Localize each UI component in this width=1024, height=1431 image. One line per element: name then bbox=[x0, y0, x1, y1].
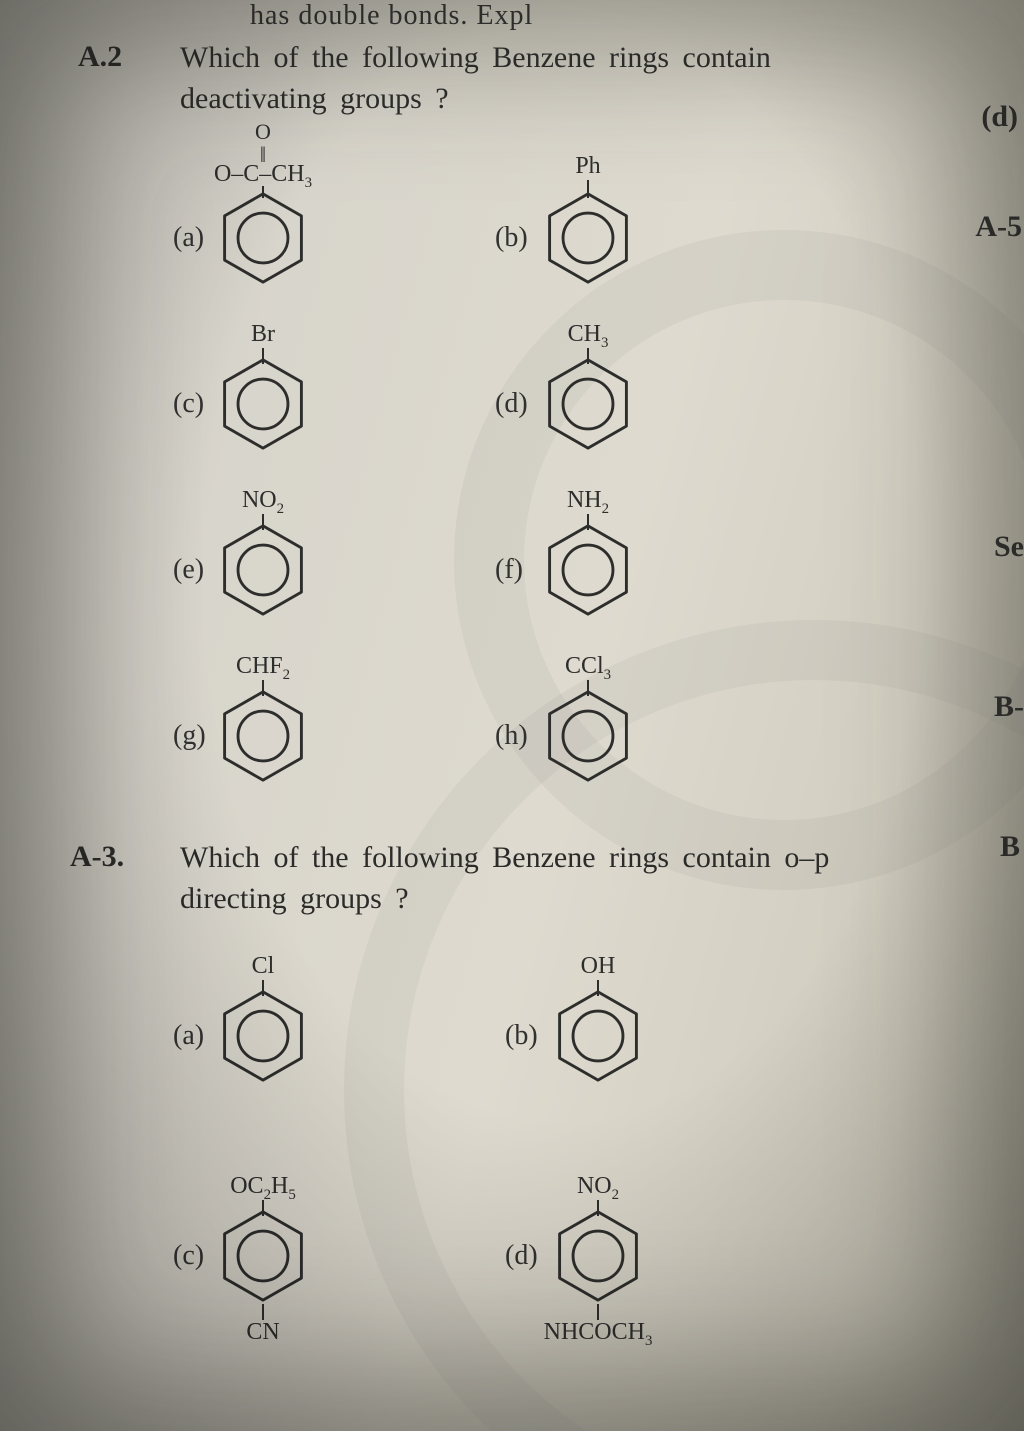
a3-opt-b: OH bbox=[550, 988, 646, 1084]
a3-opt-a: Cl bbox=[215, 988, 311, 1084]
a2-opt-h: CCl3 bbox=[540, 688, 636, 784]
margin-a5: A-5 bbox=[975, 210, 1022, 244]
a3-d-sub-bot: NHCOCH3 bbox=[544, 1320, 653, 1349]
a3-opt-d: NO2 NHCOCH3 bbox=[550, 1208, 646, 1304]
a3-d-bond-bot bbox=[597, 1304, 599, 1320]
a3-a-ring bbox=[215, 988, 311, 1084]
a2-f-sub: NH2 bbox=[567, 488, 609, 517]
a2-f-ring bbox=[540, 522, 636, 618]
a2-opt-d-label: (d) bbox=[495, 388, 528, 420]
a3-opt-d-label: (d) bbox=[505, 1240, 538, 1272]
a2-h-sub: CCl3 bbox=[565, 654, 611, 683]
margin-bdash: B- bbox=[994, 690, 1024, 724]
a2-h-ring bbox=[540, 688, 636, 784]
a2-b-ring bbox=[540, 190, 636, 286]
a2-c-sub: Br bbox=[251, 322, 275, 347]
a3-opt-b-label: (b) bbox=[505, 1020, 538, 1052]
q-a2-text: Which of the following Benzene rings con… bbox=[180, 38, 880, 119]
page-surface: has double bonds. Expl A.2 Which of the … bbox=[0, 0, 1024, 1431]
a2-g-sub: CHF2 bbox=[236, 654, 290, 683]
a2-a-ring bbox=[215, 190, 311, 286]
margin-se: Se bbox=[994, 530, 1024, 564]
a2-opt-c: Br bbox=[215, 356, 311, 452]
a2-opt-a: O‖ O–C–CH3 bbox=[215, 190, 311, 286]
a2-opt-c-label: (c) bbox=[173, 388, 204, 420]
a3-b-ring bbox=[550, 988, 646, 1084]
a2-opt-e: NO2 bbox=[215, 522, 311, 618]
a2-e-ring bbox=[215, 522, 311, 618]
q-a3-text: Which of the following Benzene rings con… bbox=[180, 838, 900, 919]
margin-b: B bbox=[1000, 830, 1020, 864]
a3-c-ring bbox=[215, 1208, 311, 1304]
a3-d-ring bbox=[550, 1208, 646, 1304]
a2-opt-a-label: (a) bbox=[173, 222, 204, 254]
a2-g-ring bbox=[215, 688, 311, 784]
a2-opt-f: NH2 bbox=[540, 522, 636, 618]
vignette-overlay bbox=[0, 0, 1024, 1431]
a2-c-ring bbox=[215, 356, 311, 452]
q-a3-number: A-3. bbox=[70, 840, 124, 874]
a3-c-bond-bot bbox=[262, 1304, 264, 1320]
a3-a-sub: Cl bbox=[252, 954, 275, 979]
a2-opt-f-label: (f) bbox=[495, 554, 523, 586]
a2-opt-b-label: (b) bbox=[495, 222, 528, 254]
a3-c-sub: OC2H5 bbox=[230, 1174, 296, 1203]
a2-e-sub: NO2 bbox=[242, 488, 284, 517]
a3-opt-c: OC2H5 CN bbox=[215, 1208, 311, 1304]
margin-d: (d) bbox=[981, 100, 1018, 134]
a2-d-ring bbox=[540, 356, 636, 452]
a3-b-sub: OH bbox=[581, 954, 616, 979]
a2-opt-g-label: (g) bbox=[173, 720, 206, 752]
partial-prev-line: has double bonds. Expl bbox=[250, 0, 533, 32]
a3-c-sub-bot: CN bbox=[246, 1320, 279, 1345]
q-a2-number: A.2 bbox=[78, 40, 122, 74]
a2-b-sub: Ph bbox=[575, 154, 600, 179]
a3-opt-c-label: (c) bbox=[173, 1240, 204, 1272]
a3-opt-a-label: (a) bbox=[173, 1020, 204, 1052]
a2-opt-b: Ph bbox=[540, 190, 636, 286]
watermark-circle-2 bbox=[344, 620, 1024, 1431]
a2-opt-d: CH3 bbox=[540, 356, 636, 452]
a3-d-sub: NO2 bbox=[577, 1174, 619, 1203]
a2-d-sub: CH3 bbox=[568, 322, 609, 351]
a2-a-carbonyl-O: O‖ bbox=[193, 120, 333, 166]
a2-opt-h-label: (h) bbox=[495, 720, 528, 752]
a2-opt-g: CHF2 bbox=[215, 688, 311, 784]
a2-opt-e-label: (e) bbox=[173, 554, 204, 586]
